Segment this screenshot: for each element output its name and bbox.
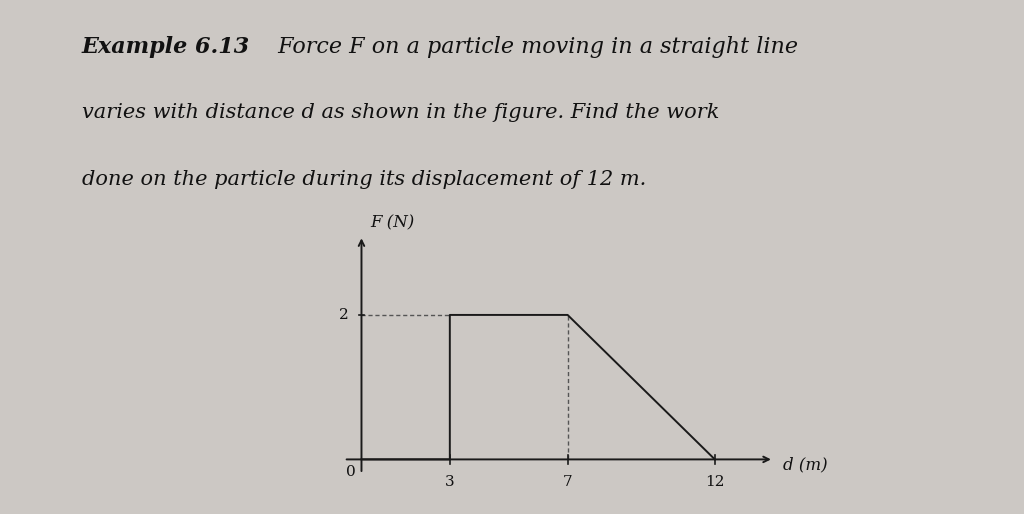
Text: Force F on a particle moving in a straight line: Force F on a particle moving in a straig… — [271, 36, 799, 58]
Text: Example 6.13: Example 6.13 — [82, 36, 250, 58]
Text: d (m): d (m) — [782, 456, 827, 474]
Text: 0: 0 — [346, 465, 356, 480]
Text: varies with distance d as shown in the figure. Find the work: varies with distance d as shown in the f… — [82, 103, 719, 122]
Text: 7: 7 — [563, 475, 572, 489]
Text: done on the particle during its displacement of 12 m.: done on the particle during its displace… — [82, 170, 646, 189]
Text: 3: 3 — [445, 475, 455, 489]
Text: F (N): F (N) — [371, 215, 415, 232]
Text: 12: 12 — [706, 475, 725, 489]
Text: 2: 2 — [339, 308, 348, 322]
